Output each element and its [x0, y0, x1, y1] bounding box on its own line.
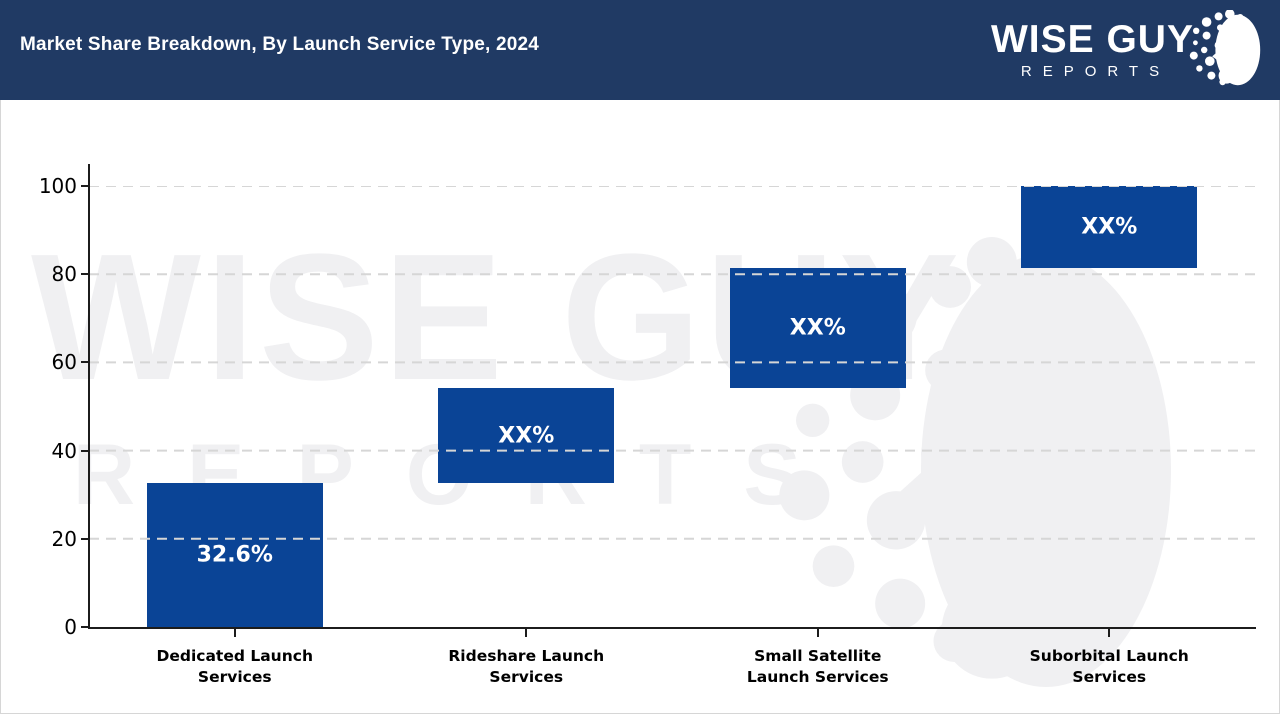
plot-area: 32.6% XX% XX% XX%	[89, 186, 1255, 627]
bar-value-label: XX%	[789, 315, 846, 341]
bar-segment	[729, 268, 906, 388]
x-category-label: Small Satellite Launch Services	[746, 647, 889, 686]
x-tick	[233, 629, 236, 637]
y-tick	[81, 361, 89, 364]
x-category-label: Rideshare Launch Services	[448, 647, 605, 686]
y-tick	[81, 273, 89, 276]
bar-segment	[438, 387, 615, 484]
bar-value-label: XX%	[1081, 214, 1138, 240]
brand-tagline: REPORTS	[1020, 63, 1171, 80]
y-axis-spine	[88, 164, 90, 629]
y-tick	[81, 626, 89, 628]
bar-segment	[1021, 186, 1198, 269]
y-tick-label: 60	[51, 350, 77, 375]
x-axis-spine	[88, 627, 1256, 629]
y-tick-label: 20	[51, 526, 77, 551]
bar-value-label: 32.6%	[196, 542, 273, 568]
page-title: Market Share Breakdown, By Launch Servic…	[20, 34, 540, 55]
y-tick-label: 40	[51, 438, 77, 463]
chart-region: WISE GUY REPORTS 32.6%XX%XX%XX% 02040608…	[1, 100, 1279, 713]
wiseguy-head-icon	[1189, 10, 1261, 86]
y-tick-label: 100	[38, 174, 77, 198]
chart-canvas: WISE GUY REPORTS 32.6%XX%XX%XX% 02040608…	[0, 100, 1280, 714]
y-tick-label: 80	[51, 262, 77, 287]
x-category-label: Suborbital Launch Services	[1029, 647, 1189, 686]
x-tick	[1108, 629, 1111, 637]
x-category-label: Dedicated Launch Services	[156, 647, 313, 686]
bar-segment	[146, 483, 323, 627]
y-tick	[81, 449, 89, 452]
y-tick	[81, 185, 89, 187]
brand-logo: WISE GUY REPORTS	[991, 10, 1266, 90]
x-tick	[525, 629, 528, 637]
brand-text: WISE GUY REPORTS	[991, 20, 1194, 80]
page-header: Market Share Breakdown, By Launch Servic…	[0, 0, 1280, 100]
y-tick	[81, 537, 89, 540]
x-tick	[816, 629, 819, 637]
bar-value-label: XX%	[498, 423, 555, 449]
y-tick-label: 0	[64, 615, 77, 639]
brand-name: WISE GUY	[990, 18, 1194, 61]
